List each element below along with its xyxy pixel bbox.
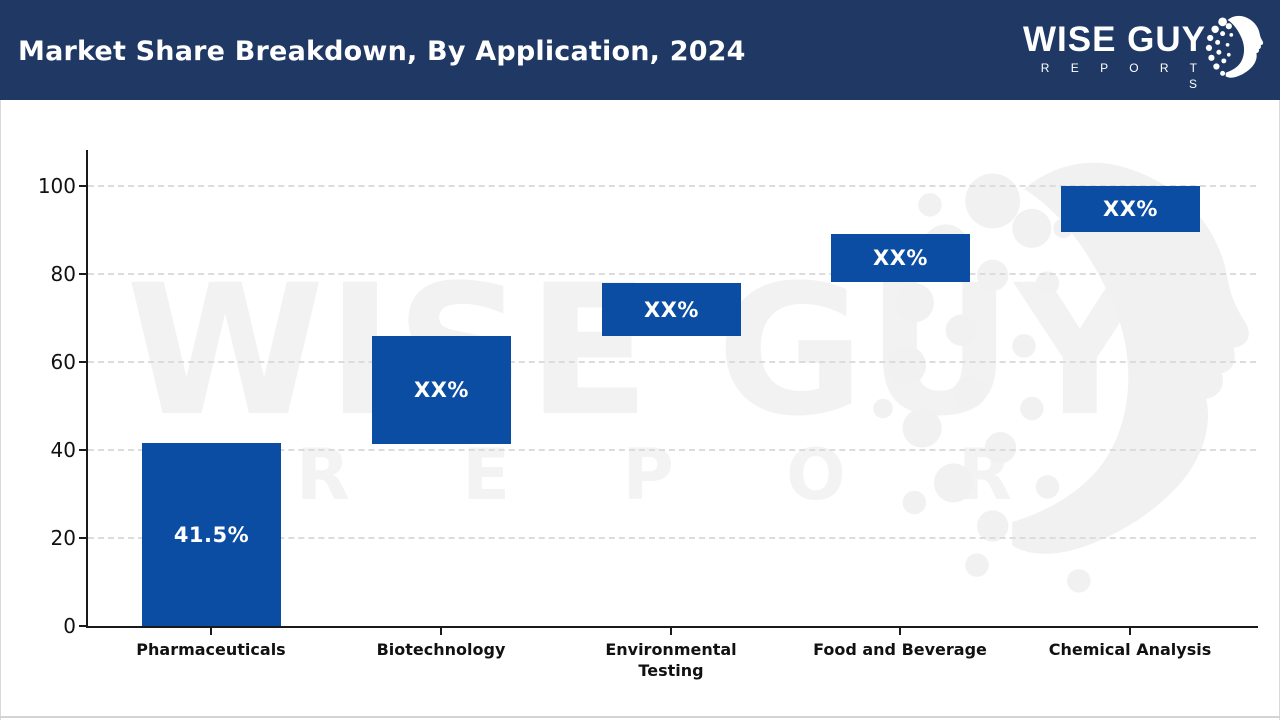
- category-label-biotechnology: Biotechnology: [376, 640, 506, 659]
- category-label-food-and-beverage: Food and Beverage: [813, 640, 987, 659]
- category-label-environmental-testing: Environmental Testing: [605, 640, 737, 680]
- y-tick-label-40: 40: [50, 438, 76, 462]
- y-tick-label-20: 20: [50, 526, 76, 550]
- gridline-60: [88, 361, 1256, 363]
- gridline-100: [88, 185, 1256, 187]
- bar-biotechnology: XX%: [372, 336, 511, 444]
- category-label-chemical-analysis: Chemical Analysis: [1048, 640, 1212, 659]
- category-label-pharmaceuticals: Pharmaceuticals: [136, 640, 286, 659]
- x-tick-biotechnology: [440, 628, 442, 635]
- gridline-80: [88, 273, 1256, 275]
- bar-environmental-testing: XX%: [602, 283, 741, 336]
- chart-title: Market Share Breakdown, By Application, …: [18, 36, 746, 67]
- bar-label-environmental-testing: XX%: [644, 297, 699, 322]
- x-tick-chemical-analysis: [1129, 628, 1131, 635]
- logo-reports-text: R E P O R T S: [1040, 61, 1206, 91]
- bar-chemical-analysis: XX%: [1061, 186, 1200, 232]
- watermark-head-icon: [873, 162, 1249, 593]
- bar-label-biotechnology: XX%: [414, 378, 469, 402]
- bar-label-pharmaceuticals: 41.5%: [173, 522, 250, 547]
- y-tick-40: [79, 449, 87, 451]
- x-tick-pharmaceuticals: [210, 628, 212, 635]
- y-tick-0: [79, 625, 87, 627]
- y-tick-80: [79, 273, 87, 275]
- x-tick-environmental-testing: [670, 628, 672, 635]
- y-tick-label-100: 100: [37, 174, 76, 198]
- gridline-40: [88, 449, 1256, 451]
- y-tick-label-80: 80: [50, 262, 76, 286]
- x-tick-food-and-beverage: [899, 628, 901, 635]
- header-bar: Market Share Breakdown, By Application, …: [0, 0, 1280, 100]
- bottom-border-line: [0, 716, 1280, 718]
- gridline-20: [88, 537, 1256, 539]
- wise-guy-reports-logo: WISE GUY R E P O R T S: [1016, 8, 1266, 94]
- logo-wiseguy-text: WISE GUY: [1022, 20, 1206, 59]
- x-axis-line: [86, 626, 1258, 628]
- y-tick-100: [79, 185, 87, 187]
- logo-head-icon: [1205, 15, 1264, 78]
- bar-label-food-and-beverage: XX%: [873, 246, 928, 270]
- y-tick-label-60: 60: [50, 350, 76, 374]
- bar-food-and-beverage: XX%: [831, 234, 970, 282]
- y-axis-line: [86, 150, 88, 628]
- y-tick-20: [79, 537, 87, 539]
- y-tick-60: [79, 361, 87, 363]
- bar-pharmaceuticals: 41.5%: [142, 443, 281, 626]
- bar-label-chemical-analysis: XX%: [1103, 197, 1158, 221]
- y-tick-label-0: 0: [63, 614, 76, 638]
